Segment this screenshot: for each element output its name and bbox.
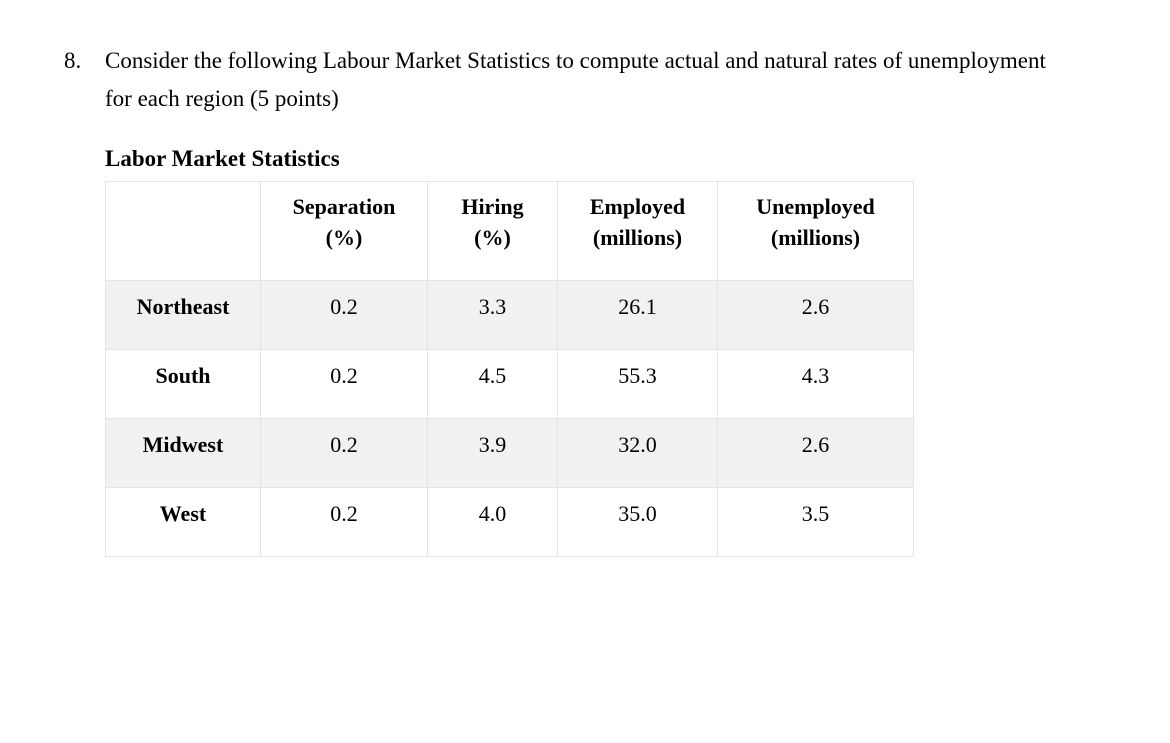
header-hiring-unit: (%) [474, 225, 511, 250]
cell-midwest-unemployed: 2.6 [717, 418, 914, 488]
table-row: Midwest 0.2 3.9 32.0 2.6 [105, 418, 914, 488]
header-empty-cell [105, 181, 261, 281]
table-row: Northeast 0.2 3.3 26.1 2.6 [105, 280, 914, 350]
header-employed-label: Employed [589, 194, 686, 219]
cell-south-unemployed: 4.3 [717, 349, 914, 419]
cell-northeast-hiring: 3.3 [427, 280, 558, 350]
question-text: Consider the following Labour Market Sta… [105, 48, 1046, 111]
table-title: Labor Market Statistics [105, 146, 340, 171]
header-unemployed: Unemployed (millions) [717, 181, 914, 281]
cell-west-separation: 0.2 [260, 487, 428, 557]
row-label-west: West [105, 487, 261, 557]
header-separation-label: Separation [292, 194, 396, 219]
question-block: 8. Consider the following Labour Market … [64, 42, 1057, 118]
header-hiring: Hiring (%) [427, 181, 558, 281]
cell-south-employed: 55.3 [557, 349, 718, 419]
header-unemployed-unit: (millions) [770, 225, 861, 250]
cell-midwest-separation: 0.2 [260, 418, 428, 488]
header-employed-unit: (millions) [592, 225, 683, 250]
labor-market-statistics-table: Separation (%) Hiring (%) Employed (mill… [105, 181, 914, 557]
cell-south-hiring: 4.5 [427, 349, 558, 419]
header-hiring-label: Hiring [461, 194, 524, 219]
cell-northeast-separation: 0.2 [260, 280, 428, 350]
row-label-midwest: Midwest [105, 418, 261, 488]
header-unemployed-label: Unemployed [756, 194, 875, 219]
header-separation: Separation (%) [260, 181, 428, 281]
row-label-northeast: Northeast [105, 280, 261, 350]
header-employed: Employed (millions) [557, 181, 718, 281]
cell-northeast-employed: 26.1 [557, 280, 718, 350]
row-label-south: South [105, 349, 261, 419]
cell-midwest-hiring: 3.9 [427, 418, 558, 488]
question-number: 8. [64, 48, 82, 73]
header-separation-unit: (%) [325, 225, 363, 250]
cell-south-separation: 0.2 [260, 349, 428, 419]
cell-northeast-unemployed: 2.6 [717, 280, 914, 350]
cell-west-unemployed: 3.5 [717, 487, 914, 557]
cell-midwest-employed: 32.0 [557, 418, 718, 488]
cell-west-employed: 35.0 [557, 487, 718, 557]
table-row: West 0.2 4.0 35.0 3.5 [105, 487, 914, 557]
table-header-row: Separation (%) Hiring (%) Employed (mill… [105, 181, 914, 281]
cell-west-hiring: 4.0 [427, 487, 558, 557]
table-row: South 0.2 4.5 55.3 4.3 [105, 349, 914, 419]
